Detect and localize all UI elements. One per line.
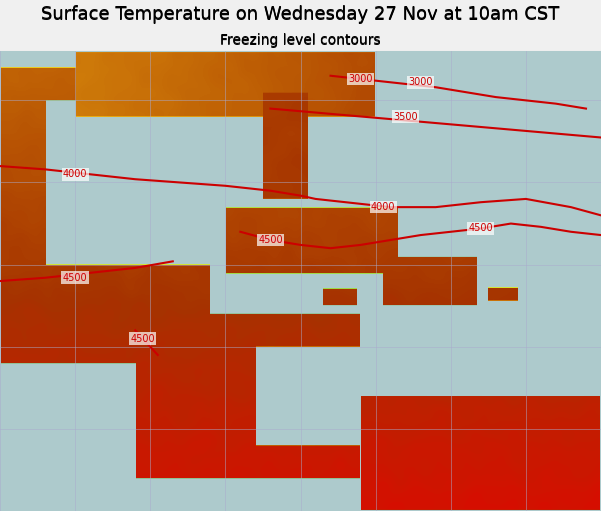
Text: 4500: 4500 bbox=[130, 334, 155, 343]
Text: 4000: 4000 bbox=[371, 202, 395, 212]
Text: Freezing level contours: Freezing level contours bbox=[220, 34, 381, 48]
Text: 4500: 4500 bbox=[469, 223, 493, 234]
Text: 3000: 3000 bbox=[349, 74, 373, 84]
Text: 4000: 4000 bbox=[63, 169, 87, 179]
Text: 3000: 3000 bbox=[409, 77, 433, 87]
Text: Surface Temperature on Wednesday 27 Nov at 10am CST: Surface Temperature on Wednesday 27 Nov … bbox=[41, 5, 560, 24]
Text: 3500: 3500 bbox=[394, 112, 418, 122]
Text: Surface Temperature on Wednesday 27 Nov at 10am CST: Surface Temperature on Wednesday 27 Nov … bbox=[41, 6, 560, 25]
Text: 4500: 4500 bbox=[258, 235, 282, 245]
Text: 4500: 4500 bbox=[63, 273, 87, 283]
Text: Freezing level contours: Freezing level contours bbox=[220, 33, 381, 47]
